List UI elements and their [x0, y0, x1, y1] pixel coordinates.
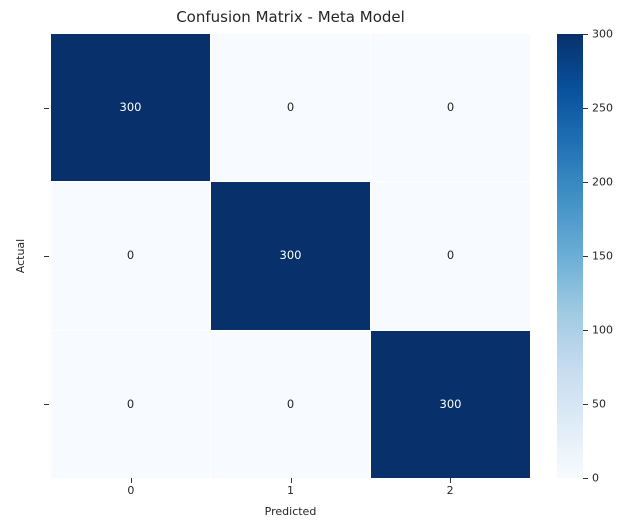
- y-tick-mark: [44, 256, 49, 257]
- colorbar-tick-mark: [583, 478, 588, 479]
- x-axis-label: Predicted: [264, 505, 317, 518]
- heatmap-cell: 0: [211, 34, 370, 182]
- y-tick-mark: [44, 108, 49, 109]
- x-tick-label: 0: [127, 484, 135, 497]
- heatmap-cell-grid: 300 0 0 0 300 0 0 0 300: [51, 34, 530, 478]
- heatmap-cell: 0: [371, 182, 530, 330]
- colorbar-tick-mark: [583, 404, 588, 405]
- heatmap-cell-value: 0: [446, 248, 455, 263]
- colorbar: [557, 34, 583, 478]
- colorbar-tick-mark: [583, 34, 588, 35]
- heatmap-cell: 0: [51, 182, 210, 330]
- x-tick-label: 1: [287, 484, 294, 497]
- colorbar-tick-label: 200: [592, 175, 613, 189]
- colorbar-tick-label: 0: [592, 471, 599, 485]
- y-axis-label: Actual: [14, 238, 27, 274]
- colorbar-tick-mark: [583, 182, 588, 183]
- heatmap-cell-value: 300: [279, 248, 302, 263]
- heatmap-cell-value: 0: [126, 396, 135, 411]
- x-tick-mark: [450, 478, 452, 483]
- colorbar-gradient: [557, 34, 583, 478]
- colorbar-tick-mark: [583, 108, 588, 109]
- heatmap-cell: 300: [51, 34, 210, 182]
- x-tick-label: 2: [446, 484, 454, 497]
- colorbar-tick-label: 250: [592, 101, 613, 115]
- chart-title: Confusion Matrix - Meta Model: [176, 8, 405, 26]
- heatmap-cell-value: 300: [119, 99, 142, 114]
- heatmap-cell: 300: [371, 330, 530, 478]
- heatmap-cell-value: 0: [446, 99, 455, 114]
- colorbar-tick-label: 100: [592, 323, 613, 337]
- heatmap-cell-value: 300: [439, 396, 462, 411]
- x-tick-mark: [130, 478, 132, 483]
- heatmap-cell-value: 0: [126, 248, 135, 263]
- heatmap-cell: 300: [211, 182, 370, 330]
- colorbar-tick-label: 150: [592, 249, 613, 263]
- colorbar-tick-mark: [583, 256, 588, 257]
- heatmap-cell-value: 0: [286, 99, 295, 114]
- colorbar-tick-label: 300: [592, 27, 613, 41]
- colorbar-tick-label: 50: [592, 397, 606, 411]
- heatmap-cell-value: 0: [286, 396, 295, 411]
- colorbar-tick-mark: [583, 330, 588, 331]
- heatmap-cell: 0: [51, 330, 210, 478]
- heatmap-cell: 0: [371, 34, 530, 182]
- y-tick-mark: [44, 404, 49, 405]
- heatmap-cell: 0: [211, 330, 370, 478]
- x-tick-mark: [290, 478, 292, 483]
- heatmap-plot-area: 300 0 0 0 300 0 0 0 300: [51, 34, 530, 478]
